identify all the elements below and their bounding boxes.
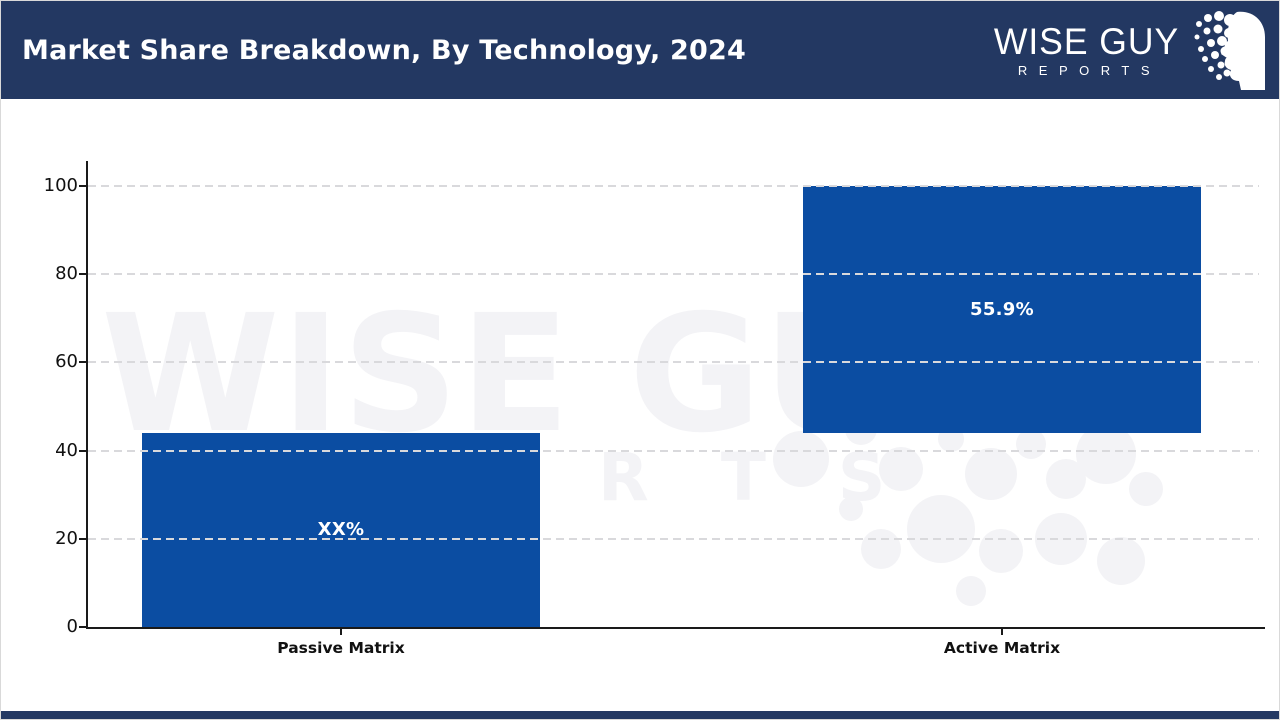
y-tick bbox=[79, 626, 87, 628]
x-tick bbox=[340, 628, 342, 635]
y-tick bbox=[79, 185, 87, 187]
wise-guy-head-icon bbox=[1194, 11, 1265, 90]
x-axis-line bbox=[86, 627, 1265, 629]
y-gridline bbox=[88, 361, 1259, 364]
y-gridline bbox=[88, 185, 1259, 187]
y-axis-line bbox=[86, 161, 88, 629]
y-tick bbox=[79, 361, 87, 364]
header-bar: Market Share Breakdown, By Technology, 2… bbox=[1, 1, 1279, 99]
bar-value-label: 55.9% bbox=[970, 298, 1034, 320]
x-category-label: Active Matrix bbox=[943, 639, 1061, 657]
bar-value-label: XX% bbox=[317, 519, 365, 541]
watermark-wordmark: WISE GU bbox=[101, 281, 896, 469]
x-tick bbox=[1001, 628, 1003, 635]
y-tick-label: 0 bbox=[66, 616, 78, 637]
wise-guy-logo-text: WISE GUY REPORTS bbox=[990, 23, 1183, 77]
y-tick-label: 80 bbox=[55, 263, 78, 285]
y-gridline bbox=[88, 449, 1259, 452]
footer-bar bbox=[1, 711, 1279, 719]
y-gridline bbox=[88, 273, 1259, 276]
y-tick-label: 40 bbox=[55, 439, 78, 461]
y-tick bbox=[79, 449, 87, 452]
watermark-letter: T bbox=[720, 439, 766, 516]
bar-passive-matrix: XX% bbox=[142, 432, 540, 627]
watermark-letter: R bbox=[598, 439, 649, 516]
y-gridline bbox=[88, 537, 1259, 540]
y-tick bbox=[79, 537, 87, 540]
wise-guy-logo: WISE GUY REPORTS bbox=[990, 10, 1279, 90]
x-category-label: Passive Matrix bbox=[277, 639, 405, 657]
y-tick bbox=[79, 273, 87, 276]
logo-wordmark: WISE GUY bbox=[993, 21, 1180, 62]
y-tick-label: 60 bbox=[55, 351, 78, 373]
bar-active-matrix: 55.9% bbox=[803, 186, 1201, 433]
page-title: Market Share Breakdown, By Technology, 2… bbox=[22, 34, 747, 66]
logo-subtitle: REPORTS bbox=[1017, 63, 1162, 78]
y-tick-label: 20 bbox=[55, 527, 78, 549]
y-tick-label: 100 bbox=[43, 175, 78, 196]
